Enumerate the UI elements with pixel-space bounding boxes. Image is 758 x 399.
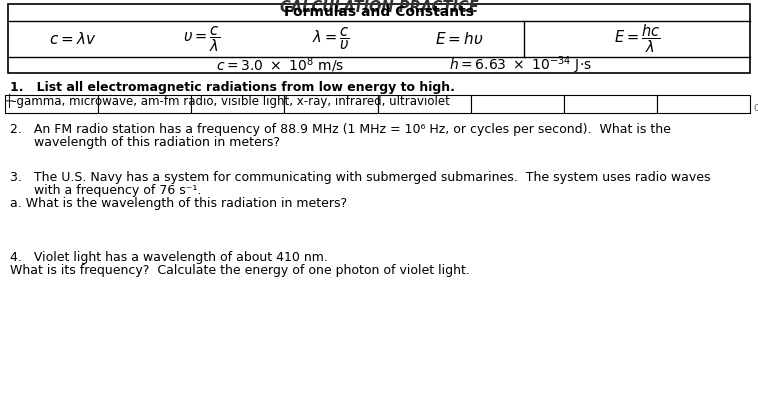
Bar bbox=[564, 95, 657, 113]
Text: 2.   An FM radio station has a frequency of 88.9 MHz (1 MHz = 10⁶ Hz, or cycles : 2. An FM radio station has a frequency o… bbox=[10, 123, 671, 136]
Bar bbox=[5, 95, 98, 113]
Text: a. What is the wavelength of this radiation in meters?: a. What is the wavelength of this radiat… bbox=[10, 197, 347, 210]
Bar bbox=[471, 95, 564, 113]
Bar bbox=[8, 4, 750, 73]
Text: $E = \dfrac{hc}{\lambda}$: $E = \dfrac{hc}{\lambda}$ bbox=[614, 23, 660, 55]
Text: 1.   List all electromagnetic radiations from low energy to high.: 1. List all electromagnetic radiations f… bbox=[10, 81, 455, 94]
Bar bbox=[657, 95, 750, 113]
Text: CALCULATION PRACTICE: CALCULATION PRACTICE bbox=[280, 0, 478, 15]
Bar bbox=[98, 95, 191, 113]
Bar bbox=[284, 95, 377, 113]
Text: $c = \lambda v$: $c = \lambda v$ bbox=[49, 31, 96, 47]
Bar bbox=[377, 95, 471, 113]
Text: 3.   The U.S. Navy has a system for communicating with submerged submarines.  Th: 3. The U.S. Navy has a system for commun… bbox=[10, 171, 710, 184]
Bar bbox=[191, 95, 284, 113]
Text: wavelength of this radiation in meters?: wavelength of this radiation in meters? bbox=[10, 136, 280, 149]
Text: $\lambda = \dfrac{c}{\upsilon}$: $\lambda = \dfrac{c}{\upsilon}$ bbox=[312, 26, 349, 52]
Text: Formulas and Constants: Formulas and Constants bbox=[284, 6, 474, 20]
Text: $c = 3.0\ \times\ 10^{8}\ \mathrm{m/s}$: $c = 3.0\ \times\ 10^{8}\ \mathrm{m/s}$ bbox=[216, 55, 344, 75]
Text: What is its frequency?  Calculate the energy of one photon of violet light.: What is its frequency? Calculate the ene… bbox=[10, 264, 470, 277]
Text: $h = 6.63\ \times\ 10^{-34}\ \mathrm{J{\cdot}s}$: $h = 6.63\ \times\ 10^{-34}\ \mathrm{J{\… bbox=[449, 54, 591, 76]
Text: ┼-gamma, microwave, am-fm radio, visible light, x-ray, infrared, ultraviolet: ┼-gamma, microwave, am-fm radio, visible… bbox=[5, 94, 450, 108]
Text: 4.   Violet light has a wavelength of about 410 nm.: 4. Violet light has a wavelength of abou… bbox=[10, 251, 328, 264]
Text: 0: 0 bbox=[753, 104, 758, 113]
Text: $E = h\upsilon$: $E = h\upsilon$ bbox=[435, 31, 484, 47]
Text: $\upsilon = \dfrac{c}{\lambda}$: $\upsilon = \dfrac{c}{\lambda}$ bbox=[183, 24, 220, 54]
Text: with a frequency of 76 s⁻¹.: with a frequency of 76 s⁻¹. bbox=[10, 184, 202, 197]
